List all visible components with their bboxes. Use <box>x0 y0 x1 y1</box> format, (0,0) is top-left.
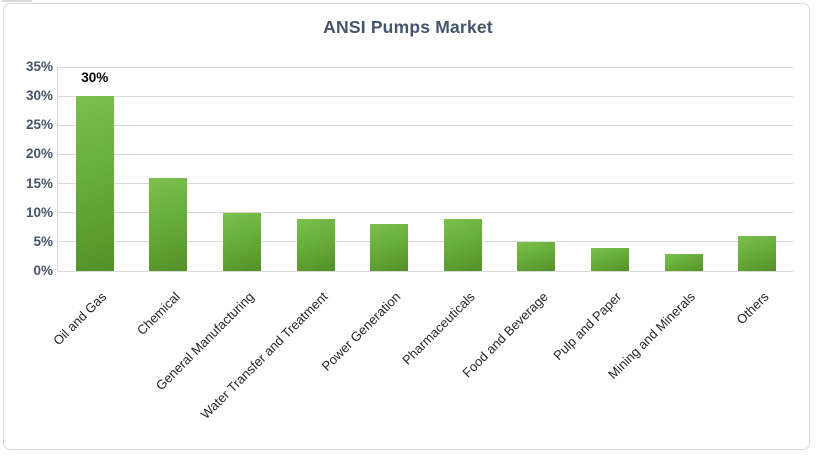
gridline-35 <box>58 66 793 68</box>
bar-5 <box>443 218 482 271</box>
screen-edge-artifact <box>2 0 32 2</box>
y-tick-label-15: 15% <box>25 175 53 191</box>
gridline-5 <box>58 241 793 243</box>
gridline-25 <box>58 124 793 126</box>
bar-4 <box>370 224 409 271</box>
gridline-10 <box>58 212 793 214</box>
y-tick-label-0: 0% <box>33 263 53 278</box>
bar-0 <box>75 96 114 271</box>
gridline-20 <box>58 153 793 155</box>
y-tick-label-10: 10% <box>25 204 53 220</box>
bar-9 <box>738 236 777 271</box>
y-tick-label-20: 20% <box>25 146 53 162</box>
gridline-0 <box>58 270 793 272</box>
gridline-30 <box>58 95 793 97</box>
bar-8 <box>664 253 703 271</box>
y-tick-label-35: 35% <box>25 59 53 74</box>
chart-title: ANSI Pumps Market <box>323 17 493 37</box>
y-tick-label-30: 30% <box>25 88 53 104</box>
y-tick-label-25: 25% <box>25 117 53 133</box>
gridline-15 <box>58 183 793 185</box>
bar-data-label-0: 30% <box>81 70 109 86</box>
y-tick-label-5: 5% <box>33 233 53 249</box>
bar-2 <box>223 212 261 271</box>
bar-7 <box>591 247 629 271</box>
bar-1 <box>149 177 188 271</box>
plot-area: 30% <box>57 66 793 272</box>
bar-6 <box>517 241 556 271</box>
bar-3 <box>296 218 335 271</box>
